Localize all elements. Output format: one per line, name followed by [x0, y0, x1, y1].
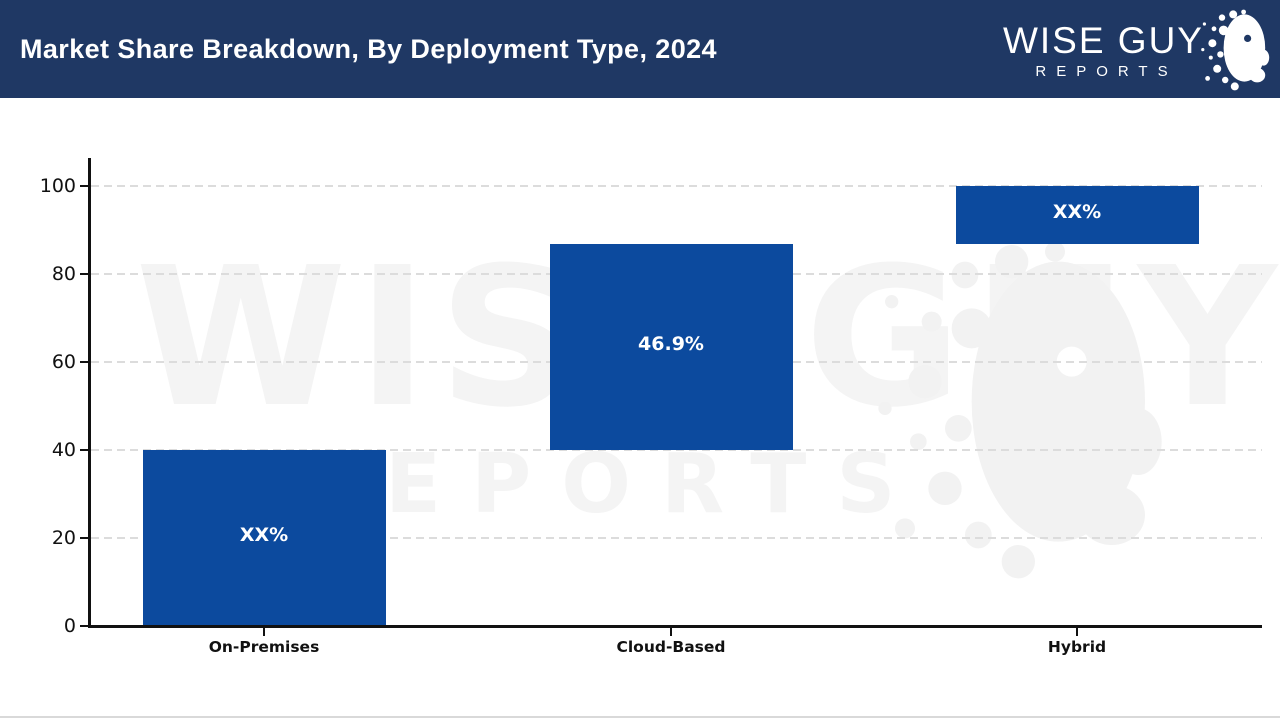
logo-text: WISE GUY REPORTS — [1002, 19, 1204, 80]
logo-face-icon — [1201, 9, 1270, 91]
logo-subtitle: REPORTS — [1035, 62, 1178, 80]
x-category-label-cloud-based: Cloud-Based — [616, 638, 726, 656]
y-tick-label-20: 20 — [51, 527, 76, 549]
y-tick-label-80: 80 — [51, 263, 76, 285]
x-tick-cloud-based — [670, 628, 672, 636]
logo-wordmark: WISE GUY — [1002, 19, 1204, 61]
x-category-label-on-premises: On-Premises — [208, 638, 320, 656]
x-tick-hybrid — [1076, 628, 1078, 636]
y-tick-20 — [80, 537, 88, 539]
gridline-20 — [91, 537, 1262, 539]
y-tick-label-0: 0 — [63, 615, 76, 637]
y-tick-label-60: 60 — [51, 351, 76, 373]
bar-value-label-on-premises: XX% — [239, 524, 289, 546]
wise-guy-reports-logo: WISE GUY REPORTS — [1003, 8, 1270, 92]
y-tick-0 — [80, 625, 88, 627]
bar-value-label-hybrid: XX% — [1052, 200, 1102, 223]
bottom-border — [0, 716, 1280, 718]
header: Market Share Breakdown, By Deployment Ty… — [0, 0, 1280, 98]
bar-cloud-based — [549, 243, 793, 450]
bar-hybrid — [955, 186, 1199, 244]
x-category-label-hybrid: Hybrid — [1047, 638, 1107, 656]
y-tick-label-40: 40 — [51, 439, 76, 461]
chart-title: Market Share Breakdown, By Deployment Ty… — [20, 33, 717, 64]
y-tick-100 — [80, 185, 88, 187]
x-axis — [88, 625, 1262, 628]
gridline-40 — [91, 449, 1262, 451]
gridline-100 — [91, 185, 1262, 187]
y-tick-80 — [80, 273, 88, 275]
y-tick-40 — [80, 449, 88, 451]
y-tick-60 — [80, 361, 88, 363]
y-tick-label-100: 100 — [39, 175, 76, 197]
bar-on-premises — [142, 450, 386, 626]
x-tick-on-premises — [263, 628, 265, 636]
y-axis — [88, 158, 91, 628]
bar-value-label-cloud-based: 46.9% — [638, 332, 704, 355]
